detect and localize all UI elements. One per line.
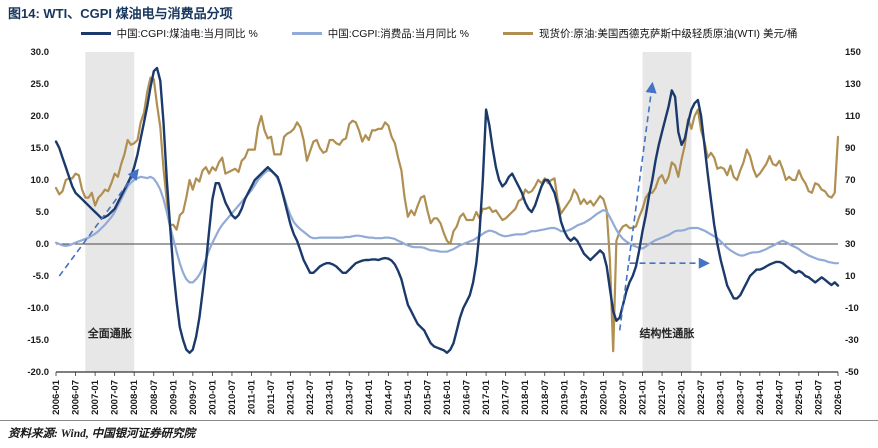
x-axis-tick: 2016-01 bbox=[442, 379, 453, 415]
right-axis-tick: -10 bbox=[845, 303, 859, 314]
x-axis-tick: 2021-01 bbox=[638, 379, 649, 415]
right-axis-tick: 70 bbox=[845, 175, 856, 186]
x-axis-tick: 2025-01 bbox=[794, 379, 805, 415]
x-axis-tick: 2023-01 bbox=[716, 379, 727, 415]
legend-label: 中国:CGPI:消费品:当月同比 % bbox=[327, 28, 469, 40]
right-axis-tick: -50 bbox=[845, 367, 859, 378]
legend-item: 中国:CGPI:煤油电:当月同比 % bbox=[80, 26, 258, 41]
left-axis-tick: 30.0 bbox=[31, 47, 50, 58]
x-axis-tick: 2019-01 bbox=[559, 379, 570, 415]
left-axis-tick: -10.0 bbox=[27, 303, 49, 314]
legend-label: 现货价:原油:美国西德克萨斯中级轻质原油(WTI) 美元/桶 bbox=[538, 28, 798, 40]
right-axis-tick: 10 bbox=[845, 271, 856, 282]
trend-arrow bbox=[58, 168, 139, 277]
series-line-2 bbox=[54, 76, 840, 353]
x-axis-tick: 2014-07 bbox=[383, 380, 394, 415]
x-axis-tick: 2026-01 bbox=[833, 379, 844, 415]
x-axis-tick: 2017-01 bbox=[481, 379, 492, 415]
chart-title: 图14: WTI、CGPI 煤油电与消费品分项 bbox=[8, 6, 233, 21]
x-axis-tick: 2020-01 bbox=[598, 379, 609, 415]
x-axis-tick: 2008-01 bbox=[129, 379, 140, 415]
x-axis-tick: 2011-07 bbox=[266, 380, 277, 414]
legend-item: 现货价:原油:美国西德克萨斯中级轻质原油(WTI) 美元/桶 bbox=[502, 26, 798, 41]
x-axis-tick: 2015-01 bbox=[403, 379, 414, 415]
left-axis-tick: -20.0 bbox=[27, 367, 49, 378]
x-axis-tick: 2013-01 bbox=[325, 379, 336, 415]
band-label: 全面通胀 bbox=[87, 326, 132, 340]
x-axis-tick: 2006-07 bbox=[71, 380, 82, 415]
x-axis-tick: 2011-01 bbox=[247, 379, 258, 414]
left-axis-tick: 10.0 bbox=[31, 175, 50, 186]
right-axis-tick: 90 bbox=[845, 143, 856, 154]
trend-arrow bbox=[618, 81, 657, 331]
x-axis-tick: 2017-07 bbox=[501, 380, 512, 415]
right-axis-tick: 50 bbox=[845, 207, 856, 218]
x-axis-tick: 2013-07 bbox=[344, 380, 355, 415]
x-axis-tick: 2018-07 bbox=[540, 380, 551, 415]
x-axis-tick: 2022-01 bbox=[677, 379, 688, 415]
x-axis-tick: 2010-07 bbox=[227, 380, 238, 415]
x-axis-tick: 2008-07 bbox=[149, 380, 160, 415]
x-axis-tick: 2025-07 bbox=[813, 380, 824, 415]
legend-line-swatch bbox=[80, 32, 111, 35]
left-axis-tick: 5.0 bbox=[36, 207, 49, 218]
x-axis-tick: 2021-07 bbox=[657, 380, 668, 415]
x-axis-tick: 2020-07 bbox=[618, 380, 629, 415]
series-line-1 bbox=[54, 169, 840, 284]
right-axis-tick: 150 bbox=[845, 47, 861, 58]
chart-plot-area: 30.0 25.0 20.0 15.0 10.0 5.0 0.0 -5.0 -10.0 -15.0… bbox=[27, 47, 861, 415]
x-axis-tick: 2009-07 bbox=[188, 380, 199, 415]
source-note: 资料来源: Wind, 中国银河证券研究院 bbox=[0, 420, 878, 441]
x-axis-tick: 2006-01 bbox=[51, 379, 62, 415]
legend-label: 中国:CGPI:煤油电:当月同比 % bbox=[116, 28, 258, 40]
x-axis-tick: 2015-07 bbox=[422, 380, 433, 415]
x-axis-tick: 2024-01 bbox=[755, 379, 766, 415]
x-axis-tick: 2023-07 bbox=[735, 380, 746, 415]
left-axis-tick: 25.0 bbox=[31, 79, 50, 90]
chart-legend: 中国:CGPI:煤油电:当月同比 % 中国:CGPI:消费品:当月同比 % 现货价:… bbox=[0, 22, 878, 42]
band-label: 结构性通胀 bbox=[638, 326, 694, 340]
series-line-0 bbox=[54, 66, 840, 354]
x-axis-tick: 2012-07 bbox=[305, 380, 316, 415]
x-axis-tick: 2016-07 bbox=[462, 380, 473, 415]
right-axis-tick: -30 bbox=[845, 335, 859, 346]
left-axis-tick: 0.0 bbox=[36, 239, 49, 250]
right-axis-tick: 130 bbox=[845, 79, 861, 90]
inflation-band bbox=[642, 52, 692, 372]
left-axis-tick: 15.0 bbox=[31, 143, 50, 154]
right-axis-tick: 30 bbox=[845, 239, 856, 250]
left-axis-tick: -5.0 bbox=[33, 271, 49, 282]
right-axis-tick: 110 bbox=[845, 111, 860, 122]
x-axis-tick: 2010-01 bbox=[207, 379, 218, 415]
x-axis-tick: 2007-07 bbox=[110, 380, 121, 415]
left-axis-tick: -15.0 bbox=[27, 335, 49, 346]
x-axis-tick: 2022-07 bbox=[696, 380, 707, 415]
x-axis-tick: 2007-01 bbox=[90, 379, 101, 415]
x-axis-tick: 2019-07 bbox=[579, 380, 590, 415]
x-axis-tick: 2009-01 bbox=[168, 379, 179, 415]
x-axis-tick: 2012-01 bbox=[286, 379, 297, 415]
x-axis-tick: 2018-01 bbox=[520, 379, 531, 415]
legend-line-swatch bbox=[502, 32, 533, 35]
legend-item: 中国:CGPI:消费品:当月同比 % bbox=[291, 26, 469, 41]
legend-line-swatch bbox=[291, 32, 322, 35]
x-axis-tick: 2024-07 bbox=[774, 380, 785, 415]
x-axis-tick: 2014-01 bbox=[364, 379, 375, 415]
left-axis-tick: 20.0 bbox=[31, 111, 50, 122]
